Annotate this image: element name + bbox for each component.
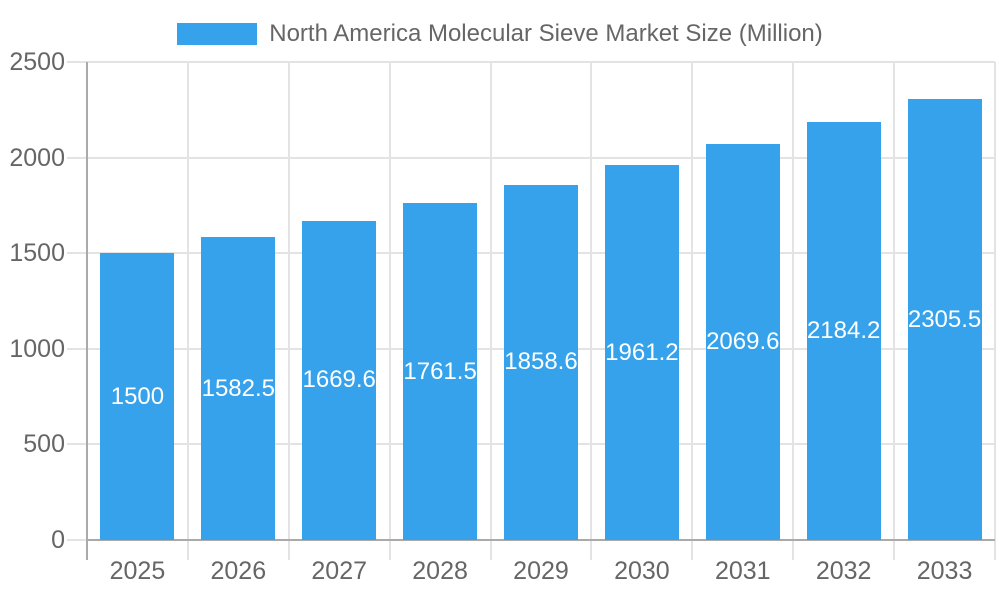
- x-tick-8: [893, 540, 896, 560]
- gridline-x-2: [287, 62, 290, 540]
- gridline-x-4: [489, 62, 492, 540]
- gridline-y-2500: [67, 61, 995, 63]
- x-axis-label-2031: 2031: [714, 557, 771, 585]
- gridline-x-1: [186, 62, 189, 540]
- y-axis-line: [86, 62, 88, 560]
- x-axis-label-2030: 2030: [614, 557, 670, 585]
- x-axis-label-2027: 2027: [311, 557, 368, 585]
- x-tick-2: [287, 540, 290, 560]
- bar-2025[interactable]: [100, 253, 175, 540]
- x-tick-5: [590, 540, 593, 560]
- gridline-x-6: [691, 62, 694, 540]
- legend-label: North America Molecular Sieve Market Siz…: [269, 20, 823, 47]
- gridline-x-3: [388, 62, 391, 540]
- bar-2031[interactable]: [705, 144, 780, 540]
- bar-2027[interactable]: [302, 220, 377, 540]
- x-axis-label-2025: 2025: [109, 557, 166, 585]
- gridline-x-8: [893, 62, 896, 540]
- y-axis-label-2500: 2500: [9, 48, 65, 76]
- x-axis-line: [87, 539, 995, 541]
- x-axis-label-2032: 2032: [815, 557, 872, 585]
- legend-swatch: [177, 23, 258, 45]
- gridline-y-2000: [67, 156, 995, 159]
- y-axis-label-500: 500: [23, 430, 65, 459]
- gridline-x-9: [994, 62, 996, 540]
- bar-2026[interactable]: [201, 237, 276, 540]
- x-tick-9: [994, 540, 996, 560]
- y-axis-label-1000: 1000: [9, 334, 65, 363]
- x-tick-4: [489, 540, 492, 560]
- x-axis-label-2033: 2033: [916, 557, 973, 585]
- x-tick-7: [792, 540, 795, 560]
- x-tick-1: [186, 540, 189, 560]
- x-tick-6: [691, 540, 694, 560]
- x-axis-label-2029: 2029: [513, 557, 569, 585]
- legend-item[interactable]: North America Molecular Sieve Market Siz…: [0, 20, 1000, 47]
- bar-2033[interactable]: [907, 99, 982, 540]
- bar-2029[interactable]: [504, 184, 578, 540]
- x-axis-label-2026: 2026: [210, 557, 267, 585]
- y-axis-label-1500: 1500: [9, 239, 65, 268]
- gridline-x-5: [590, 62, 593, 540]
- y-axis-label-2000: 2000: [9, 143, 65, 172]
- x-axis-label-2028: 2028: [412, 557, 468, 585]
- bar-2032[interactable]: [806, 122, 881, 540]
- y-axis-label-0: 0: [51, 526, 65, 554]
- x-tick-3: [388, 540, 391, 560]
- bar-2030[interactable]: [604, 165, 679, 540]
- bar-2028[interactable]: [403, 203, 478, 540]
- gridline-x-7: [792, 62, 795, 540]
